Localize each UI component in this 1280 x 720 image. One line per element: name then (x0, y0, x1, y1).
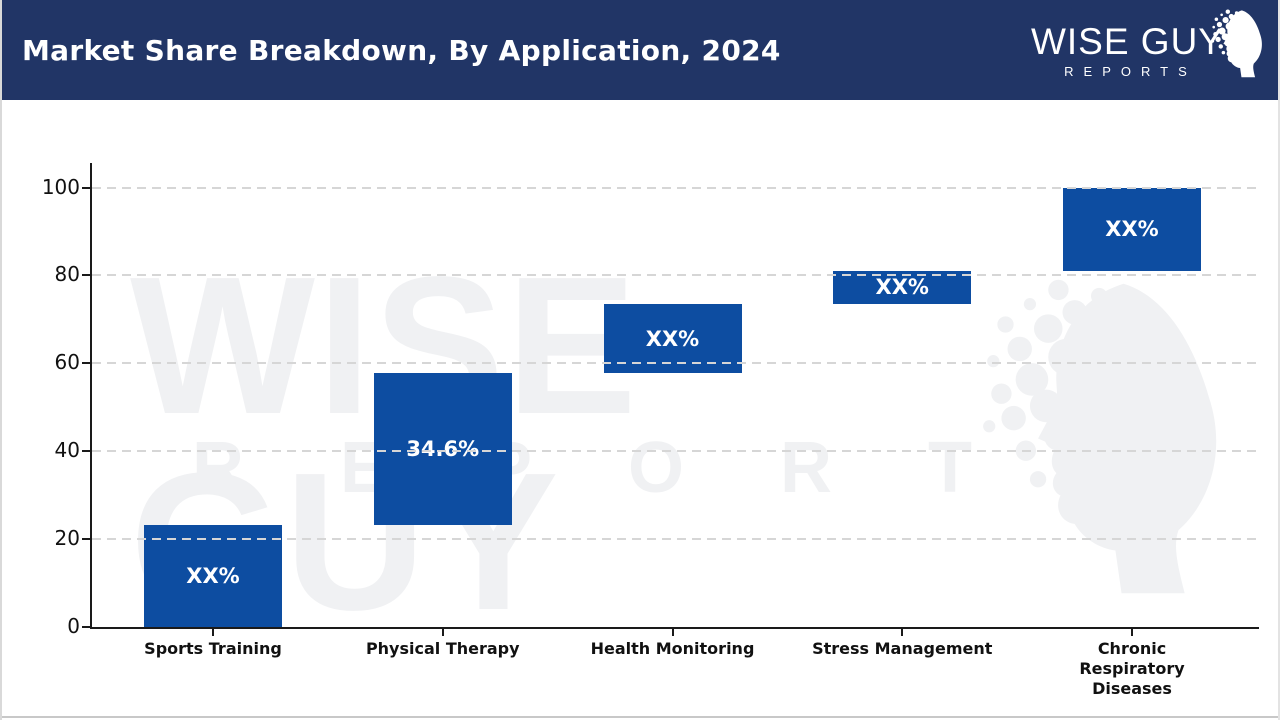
logo-reports-label: REPORTS (1064, 63, 1197, 79)
gridline-100 (92, 186, 1257, 189)
y-tick-label-0: 0 (67, 614, 80, 638)
x-tick-2 (671, 627, 674, 636)
y-tick-label-40: 40 (54, 438, 80, 463)
watermark-reports-text: REPORTS (192, 428, 1213, 508)
x-axis-label: Health Monitoring (590, 639, 755, 658)
gridline-20 (92, 538, 1257, 541)
logo-wiseguy-label: WISE GUY (1030, 20, 1224, 62)
x-tick-1 (441, 627, 444, 636)
bar-physical-therapy: 34.6% (373, 373, 512, 526)
wiseguy-head-icon (1211, 9, 1262, 78)
bar-value-label: XX% (1105, 217, 1159, 242)
bar-value-label: XX% (645, 326, 700, 351)
bar-sports-training: XX% (144, 525, 282, 627)
wiseguy-logo-text: WISE GUY REPORTS (1031, 23, 1224, 78)
bar-value-label: 34.6% (406, 437, 480, 462)
bar-value-label: XX% (875, 275, 929, 300)
bar-value-label: XX% (186, 564, 240, 589)
x-axis-label: Stress Management (812, 639, 993, 658)
y-tick-80 (82, 274, 90, 277)
bar-chronic-respiratory-diseases: XX% (1063, 187, 1201, 271)
x-tick-4 (1131, 627, 1133, 636)
x-axis-label: Sports Training (144, 639, 282, 658)
bar-health-monitoring: XX% (603, 303, 742, 374)
header-bar: Market Share Breakdown, By Application, … (2, 0, 1278, 100)
y-tick-label-80: 80 (54, 262, 80, 287)
x-axis-label: Physical Therapy (365, 639, 520, 658)
page-title: Market Share Breakdown, By Application, … (22, 33, 781, 67)
x-axis-line (90, 627, 1259, 629)
y-tick-60 (82, 362, 90, 365)
y-tick-100 (82, 186, 90, 189)
y-tick-label-100: 100 (41, 174, 80, 199)
y-tick-40 (82, 450, 90, 453)
y-tick-label-20: 20 (54, 526, 80, 551)
bottom-divider (2, 716, 1278, 718)
y-tick-0 (82, 626, 90, 628)
gridline-60 (92, 362, 1257, 365)
gridline-80 (92, 274, 1257, 277)
x-tick-0 (212, 627, 214, 636)
x-axis-label: Chronic Respiratory Diseases (1079, 639, 1185, 698)
y-axis-line (90, 163, 92, 629)
gridline-40 (92, 450, 1257, 453)
y-tick-label-60: 60 (54, 350, 80, 375)
wiseguy-head-watermark-icon (983, 279, 1217, 594)
bar-stress-management: XX% (833, 271, 972, 304)
y-tick-20 (82, 538, 90, 541)
x-tick-3 (901, 627, 904, 636)
wiseguy-logo: WISE GUY REPORTS (1031, 6, 1272, 94)
